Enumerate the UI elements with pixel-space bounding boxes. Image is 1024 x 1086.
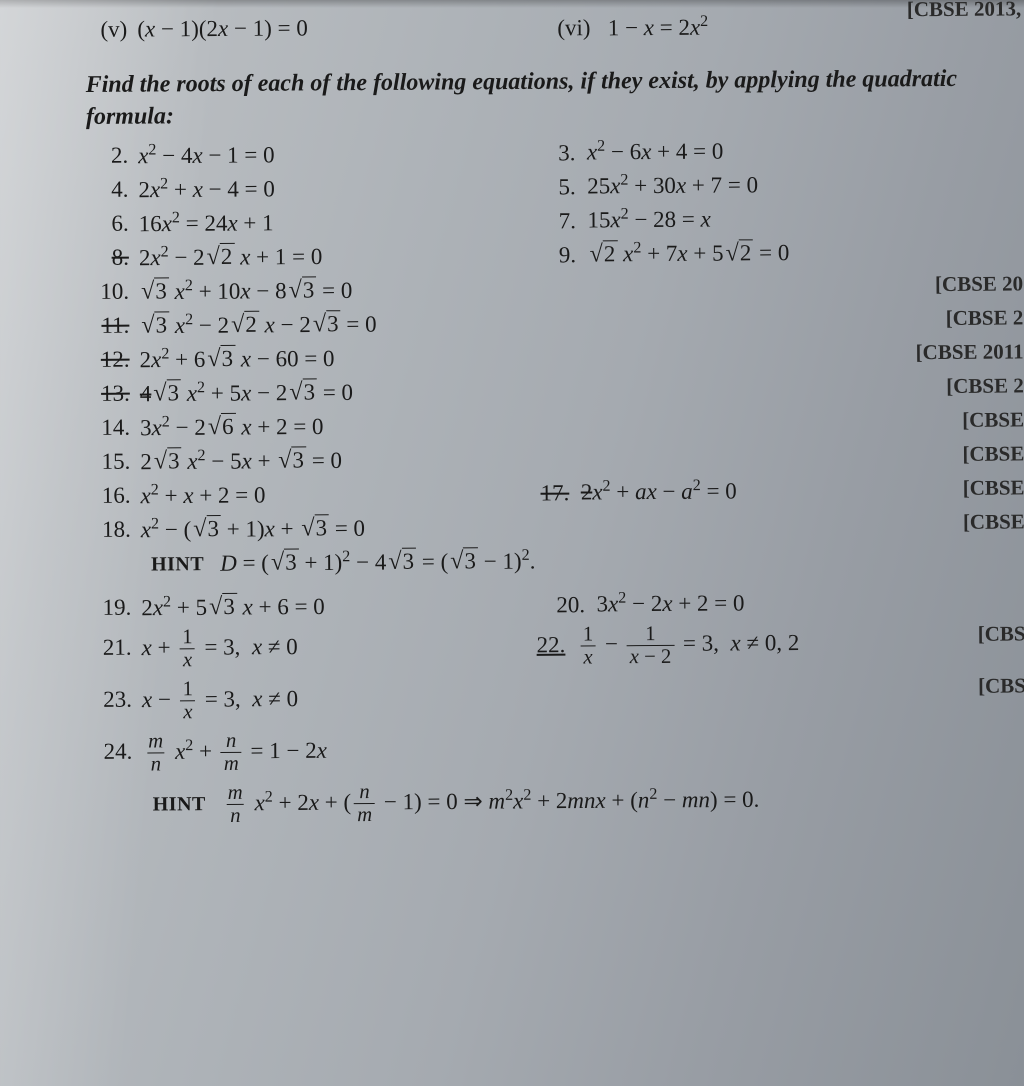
eq-19: 2x2 + 53 x + 6 = 0	[141, 592, 325, 622]
row-24: 24. mn x2 + nm = 1 − 2x	[2, 723, 1024, 782]
num-10: 10.	[0, 279, 139, 306]
num-7: 7.	[559, 208, 576, 233]
tag-23: [CBS	[978, 673, 1024, 698]
tag-15: [CBSE	[962, 441, 1024, 466]
num-9: 9.	[559, 242, 576, 267]
eq-vi: 1 − x = 2x2	[608, 14, 709, 40]
num-24: 24.	[2, 739, 142, 766]
label-v: (v)	[0, 17, 137, 44]
num-19: 19.	[1, 595, 141, 622]
num-22: 22.	[537, 632, 566, 657]
row-23: 23. x − 1x = 3, x ≠ 0 [CBS	[2, 671, 1024, 730]
col-3: 3. x2 − 6x + 4 = 0	[558, 137, 723, 166]
tag-17: [CBSE	[963, 475, 1024, 500]
label-vi: (vi)	[557, 15, 590, 40]
eq-18: x2 − (3 + 1)x + 3 = 0	[141, 514, 365, 544]
col-17: 17. 2x2 + ax − a2 = 0	[540, 477, 736, 506]
num-15: 15.	[0, 449, 140, 476]
tag-14: [CBSE	[962, 407, 1024, 432]
section-heading: Find the roots of each of the following …	[0, 48, 1022, 140]
eq-9: 2 x2 + 7x + 52 = 0	[588, 240, 790, 266]
tag-10: [CBSE 20	[935, 271, 1023, 297]
num-2: 2.	[0, 143, 138, 170]
eq-12: 2x2 + 63 x − 60 = 0	[140, 344, 335, 374]
col-vi: (vi) 1 − x = 2x2	[557, 13, 708, 42]
eq-2: x2 − 4x − 1 = 0	[138, 140, 275, 169]
tag-11: [CBSE 2	[946, 305, 1024, 331]
eq-22: 1x − 1x − 2 = 3, x ≠ 0, 2	[577, 630, 800, 657]
eq-4: 2x2 + x − 4 = 0	[138, 174, 275, 203]
hint-label-18: HINT	[151, 553, 220, 576]
eq-7: 15x2 − 28 = x	[587, 207, 711, 233]
eq-13: 43 x2 + 5x − 23 = 0	[140, 378, 353, 408]
eq-23: x − 1x = 3, x ≠ 0	[142, 678, 298, 723]
eq-21: x + 1x = 3, x ≠ 0	[141, 626, 297, 671]
eq-24: mn x2 + nm = 1 − 2x	[142, 730, 327, 776]
tag-22: [CBS	[978, 621, 1024, 646]
num-12: 12.	[0, 347, 140, 374]
tag-18: [CBSE	[963, 509, 1024, 534]
hint-label-24: HINT	[153, 793, 222, 816]
row-hint-18: HINT D = (3 + 1)2 − 43 = (3 − 1)2.	[1, 541, 1024, 592]
col-20: 20. 3x2 − 2x + 2 = 0	[556, 589, 744, 618]
col-22: 22. 1x − 1x − 2 = 3, x ≠ 0, 2	[536, 623, 799, 669]
eq-11: 3 x2 − 22 x − 23 = 0	[139, 310, 376, 340]
eq-15: 23 x2 − 5x + 3 = 0	[140, 446, 342, 476]
num-11: 11.	[0, 313, 139, 340]
textbook-page: (v) (x − 1)(2x − 1) = 0 (vi) 1 − x = 2x2…	[0, 0, 1024, 834]
num-3: 3.	[558, 140, 575, 165]
num-20: 20.	[556, 592, 585, 617]
num-4: 4.	[0, 177, 139, 204]
row-hint-24: HINT mn x2 + 2x + (nm − 1) = 0 ⇒ m2x2 + …	[3, 775, 1024, 834]
eq-20: 3x2 − 2x + 2 = 0	[596, 591, 744, 617]
tag-12: [CBSE 2011	[916, 339, 1024, 365]
eq-3: x2 − 6x + 4 = 0	[587, 139, 724, 165]
col-5: 5. 25x2 + 30x + 7 = 0	[558, 171, 758, 200]
num-14: 14.	[0, 415, 140, 442]
eq-5: 25x2 + 30x + 7 = 0	[587, 173, 758, 199]
eq-6: 16x2 = 24x + 1	[139, 208, 274, 237]
eq-10: 3 x2 + 10x − 83 = 0	[139, 276, 352, 306]
eq-v: (x − 1)(2x − 1) = 0	[137, 15, 308, 42]
num-8: 8.	[0, 245, 139, 272]
num-5: 5.	[558, 174, 575, 199]
num-13: 13.	[0, 381, 140, 408]
num-21: 21.	[2, 635, 142, 662]
eq-14: 3x2 − 26 x + 2 = 0	[140, 412, 324, 442]
col-7: 7. 15x2 − 28 = x	[559, 205, 711, 234]
eq-17: 2x2 + ax − a2 = 0	[581, 479, 737, 505]
num-16: 16.	[0, 483, 140, 510]
num-23: 23.	[2, 687, 142, 714]
hint-eq-24: mn x2 + 2x + (nm − 1) = 0 ⇒ m2x2 + 2mnx …	[222, 779, 760, 827]
row-21-22: 21. x + 1x = 3, x ≠ 0 22. 1x − 1x − 2 = …	[1, 619, 1024, 678]
num-17: 17.	[540, 480, 569, 505]
tag-13: [CBSE 2	[946, 373, 1024, 399]
hint-eq-18: D = (3 + 1)2 − 43 = (3 − 1)2.	[220, 547, 535, 578]
tag-9: [CBSE 2013,	[907, 0, 1022, 22]
num-18: 18.	[1, 517, 141, 544]
num-6: 6.	[0, 211, 139, 238]
eq-16: x2 + x + 2 = 0	[140, 481, 265, 510]
eq-8: 2x2 − 22 x + 1 = 0	[139, 242, 323, 272]
col-9: 9. 2 x2 + 7x + 52 = 0	[559, 239, 790, 269]
